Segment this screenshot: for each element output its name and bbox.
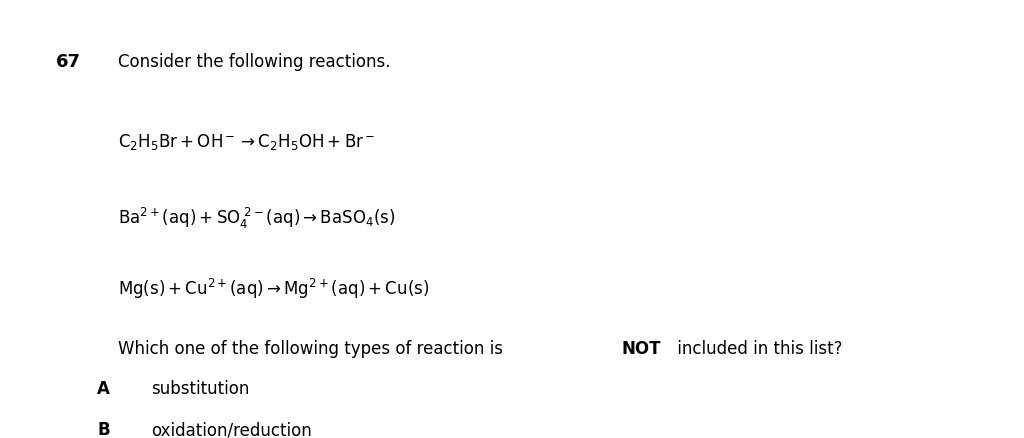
Text: substitution: substitution	[152, 379, 250, 397]
Text: 67: 67	[56, 53, 81, 71]
Text: oxidation/reduction: oxidation/reduction	[152, 420, 312, 438]
Text: included in this list?: included in this list?	[673, 339, 843, 357]
Text: NOT: NOT	[622, 339, 660, 357]
Text: Which one of the following types of reaction is: Which one of the following types of reac…	[118, 339, 508, 357]
Text: Consider the following reactions.: Consider the following reactions.	[118, 53, 390, 71]
Text: B: B	[97, 420, 110, 438]
Text: $\mathdefault{Mg(s) + Cu^{2+}(aq) \rightarrow Mg^{2+}(aq) + Cu(s)}$: $\mathdefault{Mg(s) + Cu^{2+}(aq) \right…	[118, 276, 429, 300]
Text: $\mathdefault{C_2H_5Br + OH^- \rightarrow C_2H_5OH + Br^-}$: $\mathdefault{C_2H_5Br + OH^- \rightarro…	[118, 131, 375, 152]
Text: A: A	[97, 379, 111, 397]
Text: $\mathdefault{Ba^{2+}(aq) + SO_4^{\ 2-}(aq) \rightarrow BaSO_4(s)}$: $\mathdefault{Ba^{2+}(aq) + SO_4^{\ 2-}(…	[118, 206, 395, 231]
